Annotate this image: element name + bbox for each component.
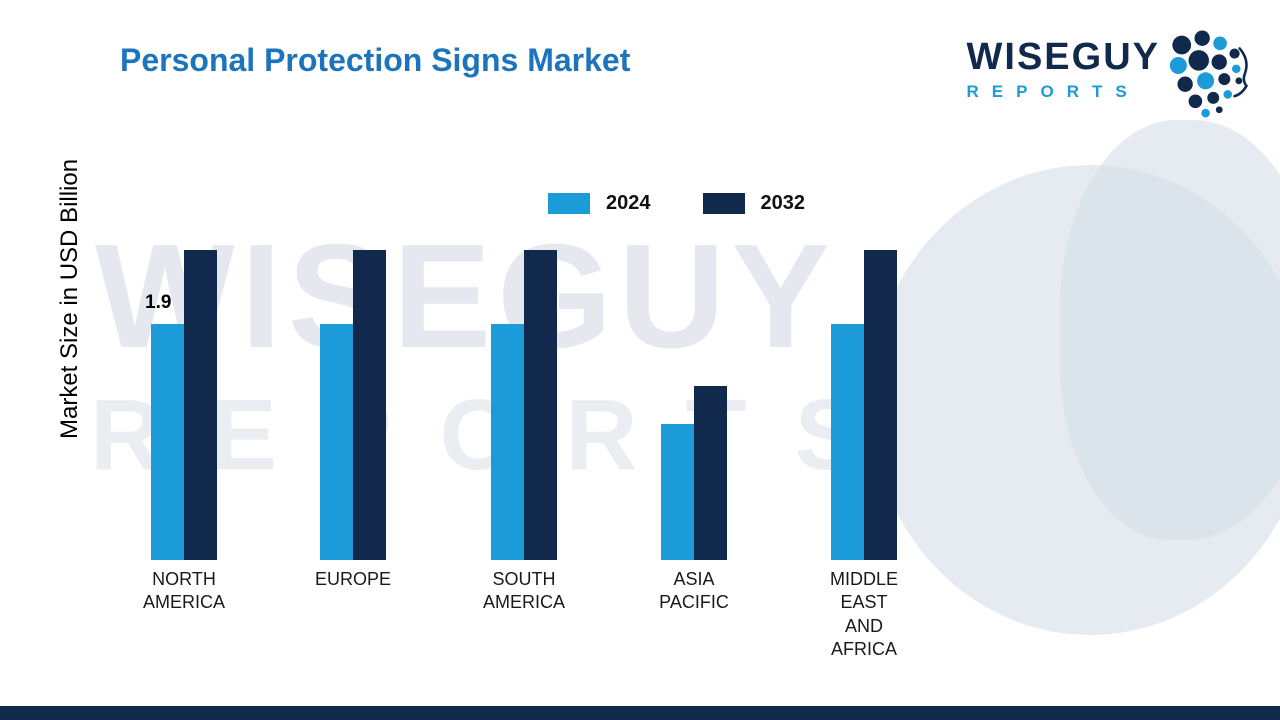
footer-bar bbox=[0, 706, 1280, 720]
bar-2024-south-america bbox=[491, 324, 524, 560]
legend-item-2032: 2032 bbox=[702, 192, 806, 215]
bar-2032-south-america bbox=[524, 250, 557, 560]
legend-label-2032: 2032 bbox=[760, 192, 806, 214]
watermark-head-silhouette-inner bbox=[1060, 120, 1280, 540]
wiseguy-head-icon bbox=[1166, 28, 1252, 125]
legend-item-2024: 2024 bbox=[548, 192, 651, 215]
watermark-reports-text: REPORTS bbox=[90, 378, 909, 493]
wiseguy-logo: WISEGUY REPORTS bbox=[967, 28, 1252, 125]
bar-2024-middle-east-and-africa bbox=[831, 324, 864, 560]
bar-2032-asia-pacific bbox=[694, 386, 727, 560]
bar-2024-north-america bbox=[151, 324, 184, 560]
legend-label-2024: 2024 bbox=[606, 192, 651, 214]
category-label-middle-east-and-africa: MIDDLE EAST AND AFRICA bbox=[829, 569, 898, 660]
bar-2032-middle-east-and-africa bbox=[864, 250, 897, 560]
legend: 2024 2032 bbox=[548, 192, 805, 215]
category-label-north-america: NORTH AMERICA bbox=[142, 569, 225, 613]
watermark-wiseguy-text: WISEGUY bbox=[95, 214, 836, 379]
category-label-south-america: SOUTH AMERICA bbox=[482, 569, 565, 613]
bar-2032-europe bbox=[353, 250, 386, 560]
legend-swatch-2032 bbox=[702, 193, 745, 214]
bar-2024-europe bbox=[320, 324, 353, 560]
legend-swatch-2024 bbox=[548, 193, 590, 214]
wiseguy-logo-wordmark: WISEGUY bbox=[966, 36, 1160, 78]
y-axis-label: Market Size in USD Billion bbox=[56, 158, 83, 439]
wiseguy-logo-subtitle: REPORTS bbox=[966, 82, 1140, 101]
category-label-europe: EUROPE bbox=[314, 569, 392, 589]
category-label-asia-pacific: ASIA PACIFIC bbox=[659, 569, 729, 613]
bar-2024-asia-pacific bbox=[661, 424, 694, 560]
page-title: Personal Protection Signs Market bbox=[120, 42, 631, 78]
data-label-north-america-2024: 1.9 bbox=[145, 292, 172, 313]
wiseguy-logo-text: WISEGUY REPORTS bbox=[967, 38, 1160, 102]
bar-2032-north-america bbox=[184, 250, 217, 560]
